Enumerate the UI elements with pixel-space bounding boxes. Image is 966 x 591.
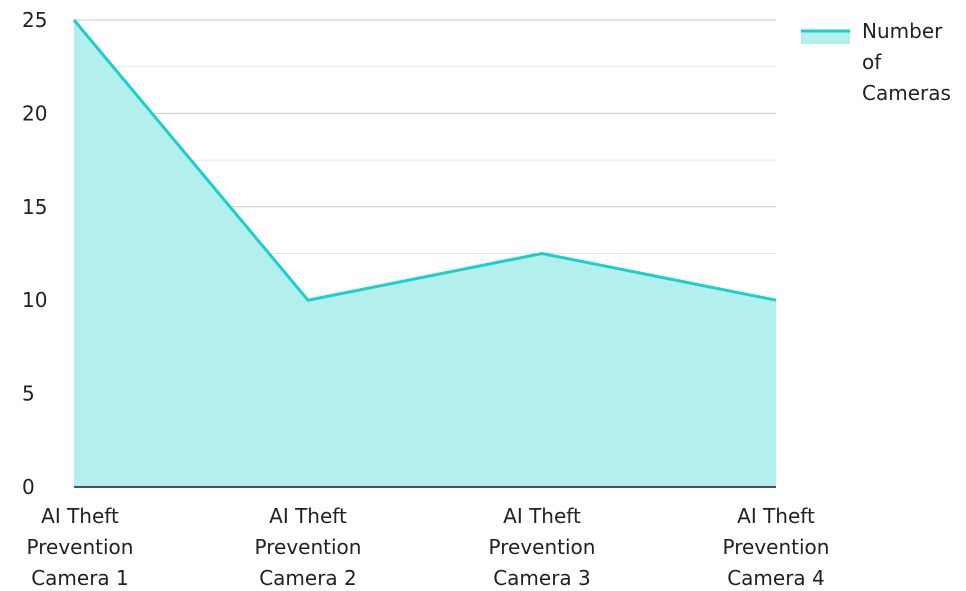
series-line — [72, 19, 777, 302]
area-layer — [72, 19, 777, 487]
x-category-label: AI Theft Prevention Camera 3 — [489, 504, 596, 590]
area-fill — [74, 20, 776, 487]
x-category-label: AI Theft Prevention Camera 4 — [723, 504, 830, 590]
y-tick-label: 10 — [22, 288, 47, 312]
legend: Number of Cameras — [801, 19, 951, 105]
y-tick-label: 0 — [22, 475, 35, 499]
y-tick-label: 20 — [22, 101, 47, 125]
y-tick-label: 25 — [22, 8, 47, 32]
y-tick-labels: 0 5 10 15 20 25 — [22, 8, 47, 499]
x-category-label: AI Theft Prevention Camera 1 — [27, 504, 134, 590]
y-tick-label: 5 — [22, 382, 35, 406]
x-category-label: AI Theft Prevention Camera 2 — [255, 504, 362, 590]
legend-label: Number of Cameras — [862, 19, 951, 105]
legend-swatch-fill — [801, 31, 850, 44]
x-tick-labels: AI Theft Prevention Camera 1 AI Theft Preven… — [27, 504, 830, 590]
y-tick-label: 15 — [22, 195, 47, 219]
